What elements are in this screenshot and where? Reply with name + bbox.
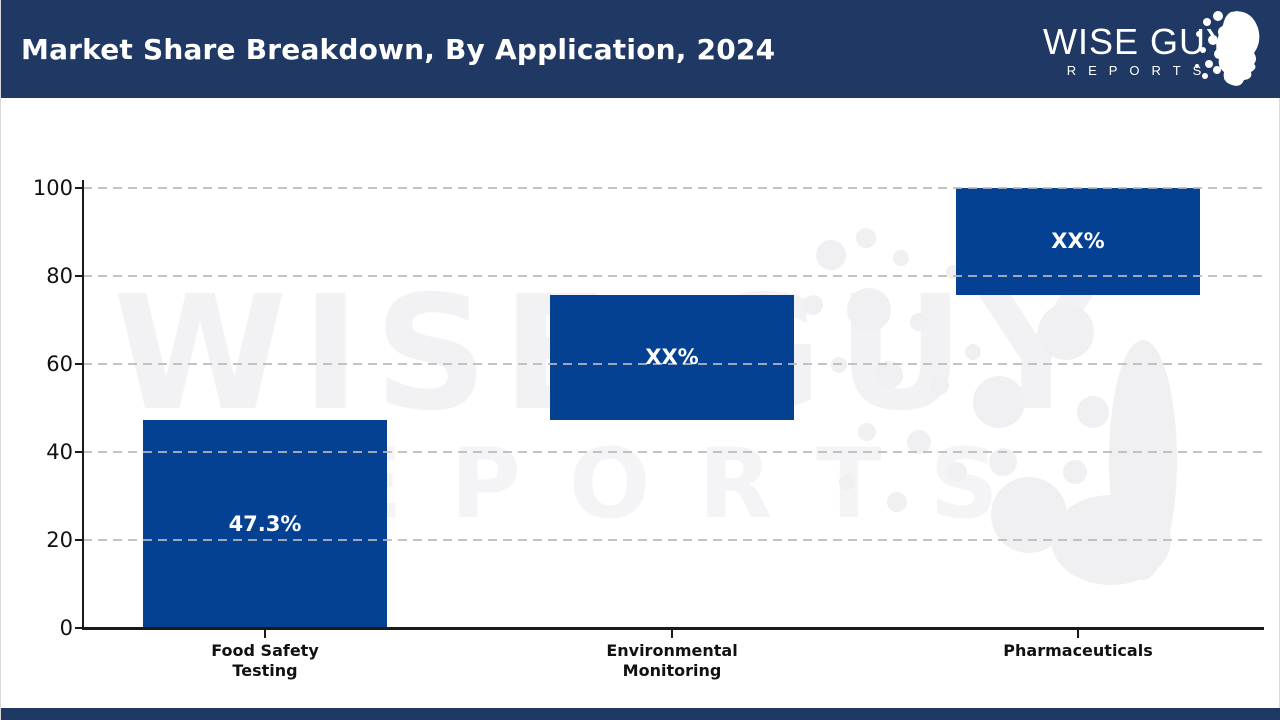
y-axis-line: [82, 180, 84, 629]
x-axis-tick: [264, 630, 266, 638]
y-axis-tick: [75, 627, 82, 629]
x-axis-label-line: Food Safety: [211, 641, 319, 660]
y-axis-tick: [75, 539, 82, 541]
y-axis-tick-label: 100: [32, 176, 73, 200]
bar-value-label: 47.3%: [228, 511, 302, 536]
bar-segment: [956, 188, 1200, 295]
y-axis-tick: [75, 451, 82, 453]
y-axis-tick-label: 80: [46, 264, 73, 288]
x-axis-line: [82, 627, 1264, 630]
y-axis-tick: [75, 363, 82, 365]
gridline: [83, 451, 1264, 453]
bar-segment: [143, 419, 387, 628]
y-axis-tick: [75, 187, 82, 189]
x-axis-label: Food Safety Testing: [211, 641, 319, 681]
chart-title: Market Share Breakdown, By Application, …: [21, 32, 776, 66]
y-axis-tick-label: 40: [46, 440, 73, 464]
logo-wordmark-top: WISE GUY: [1043, 21, 1232, 62]
x-axis-label-line: Pharmaceuticals: [1003, 641, 1153, 660]
y-axis-tick: [75, 275, 82, 277]
footer-bar: [1, 708, 1280, 720]
x-axis-label: Pharmaceuticals: [1003, 641, 1152, 661]
logo-face-icon: [1195, 11, 1260, 86]
bar-value-label: XX%: [645, 345, 699, 370]
y-axis-tick-label: 20: [46, 528, 73, 552]
y-axis-tick-label: 60: [46, 352, 73, 376]
gridline: [83, 363, 1264, 365]
gridline: [83, 539, 1264, 541]
logo-wordmark: WISE GUY REPORTS: [1043, 21, 1232, 79]
bar-value-label: XX%: [1051, 229, 1105, 254]
x-axis-label-line: Environmental: [606, 641, 738, 660]
x-axis-label-line: Monitoring: [622, 661, 722, 680]
x-axis-tick: [1077, 630, 1079, 638]
header-bar: Market Share Breakdown, By Application, …: [1, 0, 1280, 98]
bar-segment: [550, 294, 794, 420]
gridline: [83, 275, 1264, 277]
wise-guy-reports-logo: WISE GUY REPORTS: [1015, 8, 1265, 90]
x-axis-label-line: Testing: [232, 661, 298, 680]
y-axis-tick-label: 0: [59, 616, 73, 640]
logo-wordmark-bottom: REPORTS: [1066, 63, 1214, 78]
x-axis-label: Environmental Monitoring: [606, 641, 737, 681]
x-axis-tick: [671, 630, 673, 638]
watermark-dots-icon: [803, 228, 1177, 585]
gridline: [83, 187, 1264, 189]
